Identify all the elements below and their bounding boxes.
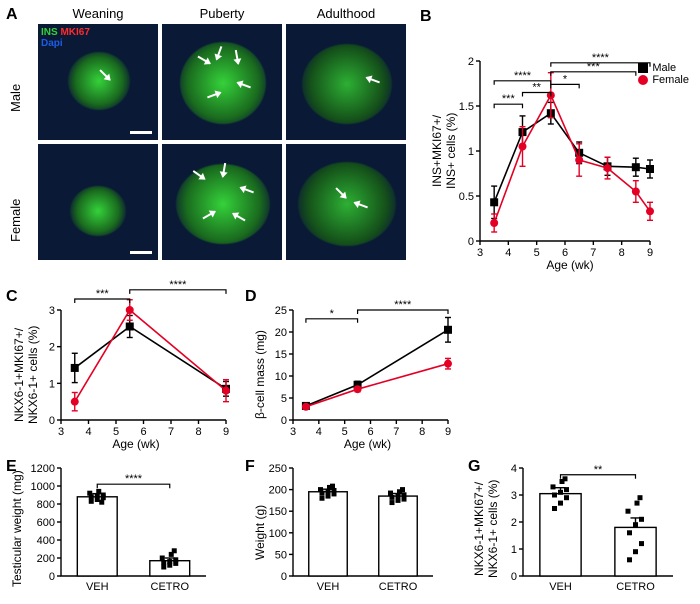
svg-text:1.5: 1.5 <box>459 101 474 113</box>
svg-text:**: ** <box>594 464 603 476</box>
svg-text:1: 1 <box>511 544 517 556</box>
panel-c: C NKX6-1+MKI67+/ NKX6-1+ cells (%) 01233… <box>6 290 236 455</box>
panel-b-legend: Male Female <box>638 62 689 86</box>
scalebar <box>130 131 152 134</box>
islet-blob <box>68 52 130 110</box>
svg-text:200: 200 <box>37 553 55 565</box>
micro-female-weaning <box>38 144 158 260</box>
svg-text:3: 3 <box>511 490 517 502</box>
svg-text:50: 50 <box>275 549 287 561</box>
col-head-weaning: Weaning <box>38 6 158 21</box>
svg-text:1200: 1200 <box>31 463 55 475</box>
svg-text:0: 0 <box>281 415 287 427</box>
svg-text:****: **** <box>514 70 532 82</box>
legend-male: Male <box>638 62 689 74</box>
svg-text:15: 15 <box>275 349 287 361</box>
row-head-male: Male <box>8 48 26 148</box>
svg-text:20: 20 <box>275 327 287 339</box>
svg-text:10: 10 <box>275 371 287 383</box>
svg-text:250: 250 <box>269 463 287 475</box>
micro-female-adulthood <box>286 144 406 260</box>
islet-blob <box>180 42 266 124</box>
panel-d: D β-cell mass (mg) 05101520253456789****… <box>245 290 460 455</box>
micro-female-puberty <box>162 144 282 260</box>
panel-b: B INS+MKI67+/ INS+ cells (%) 00.511.5234… <box>420 6 695 276</box>
panel-g: G NKX6-1+MKI67+/ NKX6-1+ cells (%) 01234… <box>468 462 696 600</box>
micro-male-weaning: INS MKI67 Dapi <box>38 24 158 140</box>
panel-e: E Testicular weight (mg) 020040060080010… <box>6 462 231 600</box>
svg-text:2: 2 <box>468 56 474 68</box>
svg-text:1: 1 <box>468 146 474 158</box>
svg-text:****: **** <box>394 299 412 311</box>
svg-text:25: 25 <box>275 305 287 317</box>
svg-text:****: **** <box>592 52 610 64</box>
svg-text:0.5: 0.5 <box>459 191 474 203</box>
islet-blob <box>70 186 126 236</box>
panel-g-svg: 0 1 2 3 4 VEH CETRO ** <box>468 462 696 600</box>
svg-text:200: 200 <box>269 485 287 497</box>
svg-text:0: 0 <box>511 571 517 583</box>
svg-text:2: 2 <box>511 517 517 529</box>
svg-text:1000: 1000 <box>31 481 55 493</box>
legend-dapi: Dapi <box>41 38 63 49</box>
micro-male-adulthood <box>286 24 406 140</box>
svg-text:150: 150 <box>269 506 287 518</box>
panel-a: A Weaning Puberty Adulthood Male Female … <box>10 6 406 276</box>
svg-text:0: 0 <box>468 236 474 248</box>
islet-blob <box>298 162 396 246</box>
svg-text:3: 3 <box>49 305 55 317</box>
panel-a-label: A <box>6 6 18 24</box>
panel-f: F Weight (g) 050100150200250VEHCETRO <box>245 462 455 600</box>
legend-female: Female <box>638 74 689 86</box>
row-head-female: Female <box>8 170 26 270</box>
svg-text:CETRO: CETRO <box>151 581 190 593</box>
panel-b-svg: 00.511.523456789***************** <box>420 6 695 276</box>
panel-c-svg: 01233456789******* <box>6 290 236 455</box>
panel-f-svg: 0 50 100 150 200 250 VEH CETRO <box>245 462 455 600</box>
svg-text:0: 0 <box>49 415 55 427</box>
svg-text:***: *** <box>502 93 516 105</box>
svg-text:CETRO: CETRO <box>616 581 655 593</box>
svg-text:CETRO: CETRO <box>379 581 418 593</box>
svg-text:****: **** <box>125 473 143 485</box>
micro-male-puberty <box>162 24 282 140</box>
scalebar <box>130 251 152 254</box>
svg-text:800: 800 <box>37 499 55 511</box>
svg-text:*: * <box>330 308 335 320</box>
svg-text:*: * <box>563 73 568 85</box>
svg-text:0: 0 <box>49 571 55 583</box>
panel-d-svg: 05101520253456789***** <box>245 290 460 455</box>
svg-text:4: 4 <box>511 463 517 475</box>
svg-text:VEH: VEH <box>317 581 340 593</box>
if-legend: INS MKI67 Dapi <box>41 27 90 49</box>
islet-blob <box>302 44 392 124</box>
svg-text:**: ** <box>532 82 541 94</box>
svg-text:VEH: VEH <box>86 581 109 593</box>
col-head-adulthood: Adulthood <box>286 6 406 21</box>
svg-text:5: 5 <box>281 393 287 405</box>
legend-mki67: MKI67 <box>60 27 89 38</box>
svg-text:****: **** <box>169 279 187 291</box>
figure: A Weaning Puberty Adulthood Male Female … <box>0 0 700 604</box>
svg-text:600: 600 <box>37 517 55 529</box>
panel-d-xlabel: Age (wk) <box>285 437 450 451</box>
legend-ins: INS <box>41 27 58 38</box>
svg-text:100: 100 <box>269 528 287 540</box>
svg-text:VEH: VEH <box>549 581 572 593</box>
col-head-puberty: Puberty <box>162 6 282 21</box>
panel-b-xlabel: Age (wk) <box>470 258 670 272</box>
svg-text:400: 400 <box>37 535 55 547</box>
svg-text:0: 0 <box>281 571 287 583</box>
svg-text:***: *** <box>96 288 110 300</box>
svg-text:2: 2 <box>49 342 55 354</box>
panel-e-svg: 0 200 400 600 800 1000 1200 VEH CETRO **** <box>6 462 231 600</box>
svg-text:1: 1 <box>49 378 55 390</box>
panel-c-xlabel: Age (wk) <box>46 437 226 451</box>
